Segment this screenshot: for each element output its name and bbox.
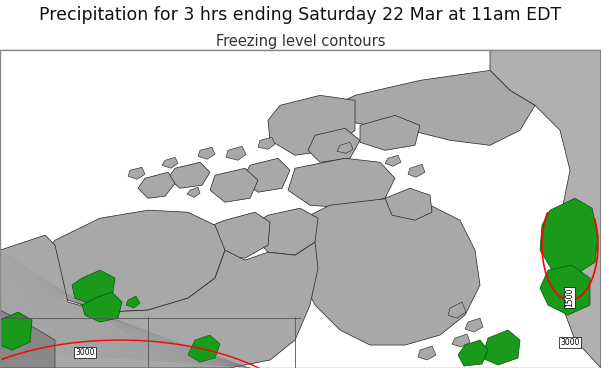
Polygon shape <box>0 312 32 350</box>
Polygon shape <box>288 158 395 208</box>
Polygon shape <box>360 115 420 150</box>
Polygon shape <box>408 164 425 177</box>
Polygon shape <box>210 168 258 202</box>
Polygon shape <box>226 146 246 160</box>
Text: Freezing level contours: Freezing level contours <box>216 34 385 49</box>
Polygon shape <box>242 158 290 192</box>
Text: 3000: 3000 <box>560 338 579 347</box>
Polygon shape <box>540 265 590 315</box>
Polygon shape <box>208 212 270 258</box>
Polygon shape <box>295 198 480 345</box>
Polygon shape <box>540 198 598 275</box>
Polygon shape <box>255 208 318 255</box>
Polygon shape <box>258 137 275 149</box>
Polygon shape <box>335 70 535 145</box>
Polygon shape <box>198 147 215 159</box>
Polygon shape <box>490 50 601 368</box>
Polygon shape <box>337 142 353 153</box>
Text: Precipitation for 3 hrs ending Saturday 22 Mar at 11am EDT: Precipitation for 3 hrs ending Saturday … <box>40 6 561 24</box>
Polygon shape <box>482 330 520 365</box>
Polygon shape <box>418 346 436 360</box>
Polygon shape <box>452 334 470 347</box>
Polygon shape <box>448 302 466 318</box>
Polygon shape <box>458 340 488 366</box>
Polygon shape <box>128 167 145 179</box>
Polygon shape <box>385 155 401 166</box>
Polygon shape <box>0 235 318 368</box>
Polygon shape <box>138 172 175 198</box>
Polygon shape <box>385 188 432 220</box>
Polygon shape <box>187 187 200 197</box>
Polygon shape <box>308 128 360 162</box>
Text: 3000: 3000 <box>75 348 94 357</box>
Polygon shape <box>82 292 122 322</box>
Polygon shape <box>40 210 225 312</box>
Text: 1500: 1500 <box>565 288 574 307</box>
Polygon shape <box>268 95 355 155</box>
Polygon shape <box>0 310 55 368</box>
Polygon shape <box>162 157 178 168</box>
Polygon shape <box>188 335 220 362</box>
Polygon shape <box>168 162 210 188</box>
Polygon shape <box>72 270 115 305</box>
Polygon shape <box>126 296 140 308</box>
Polygon shape <box>465 318 483 332</box>
